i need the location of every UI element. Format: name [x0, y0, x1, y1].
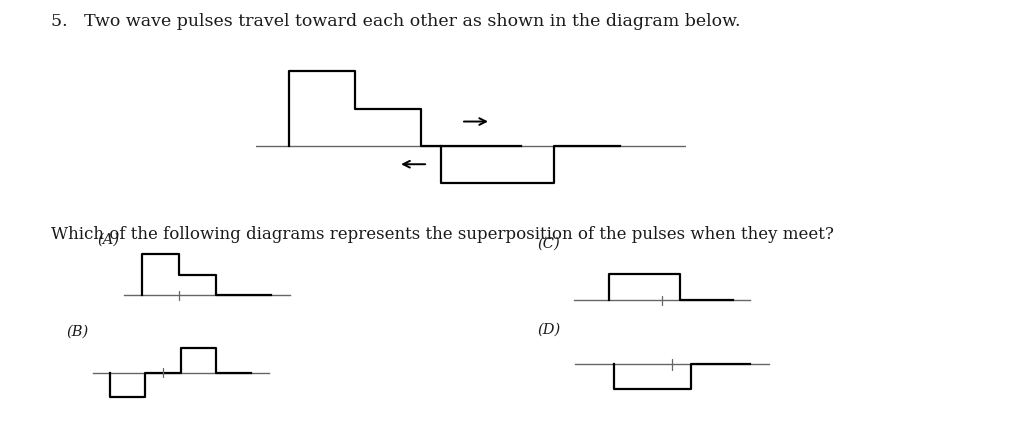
- Text: (A): (A): [97, 232, 120, 246]
- Text: (C): (C): [538, 236, 560, 250]
- Text: 5.   Two wave pulses travel toward each other as shown in the diagram below.: 5. Two wave pulses travel toward each ot…: [51, 13, 740, 30]
- Text: Which of the following diagrams represents the superposition of the pulses when : Which of the following diagrams represen…: [51, 226, 835, 243]
- Text: (B): (B): [67, 324, 89, 338]
- Text: (D): (D): [538, 322, 561, 336]
